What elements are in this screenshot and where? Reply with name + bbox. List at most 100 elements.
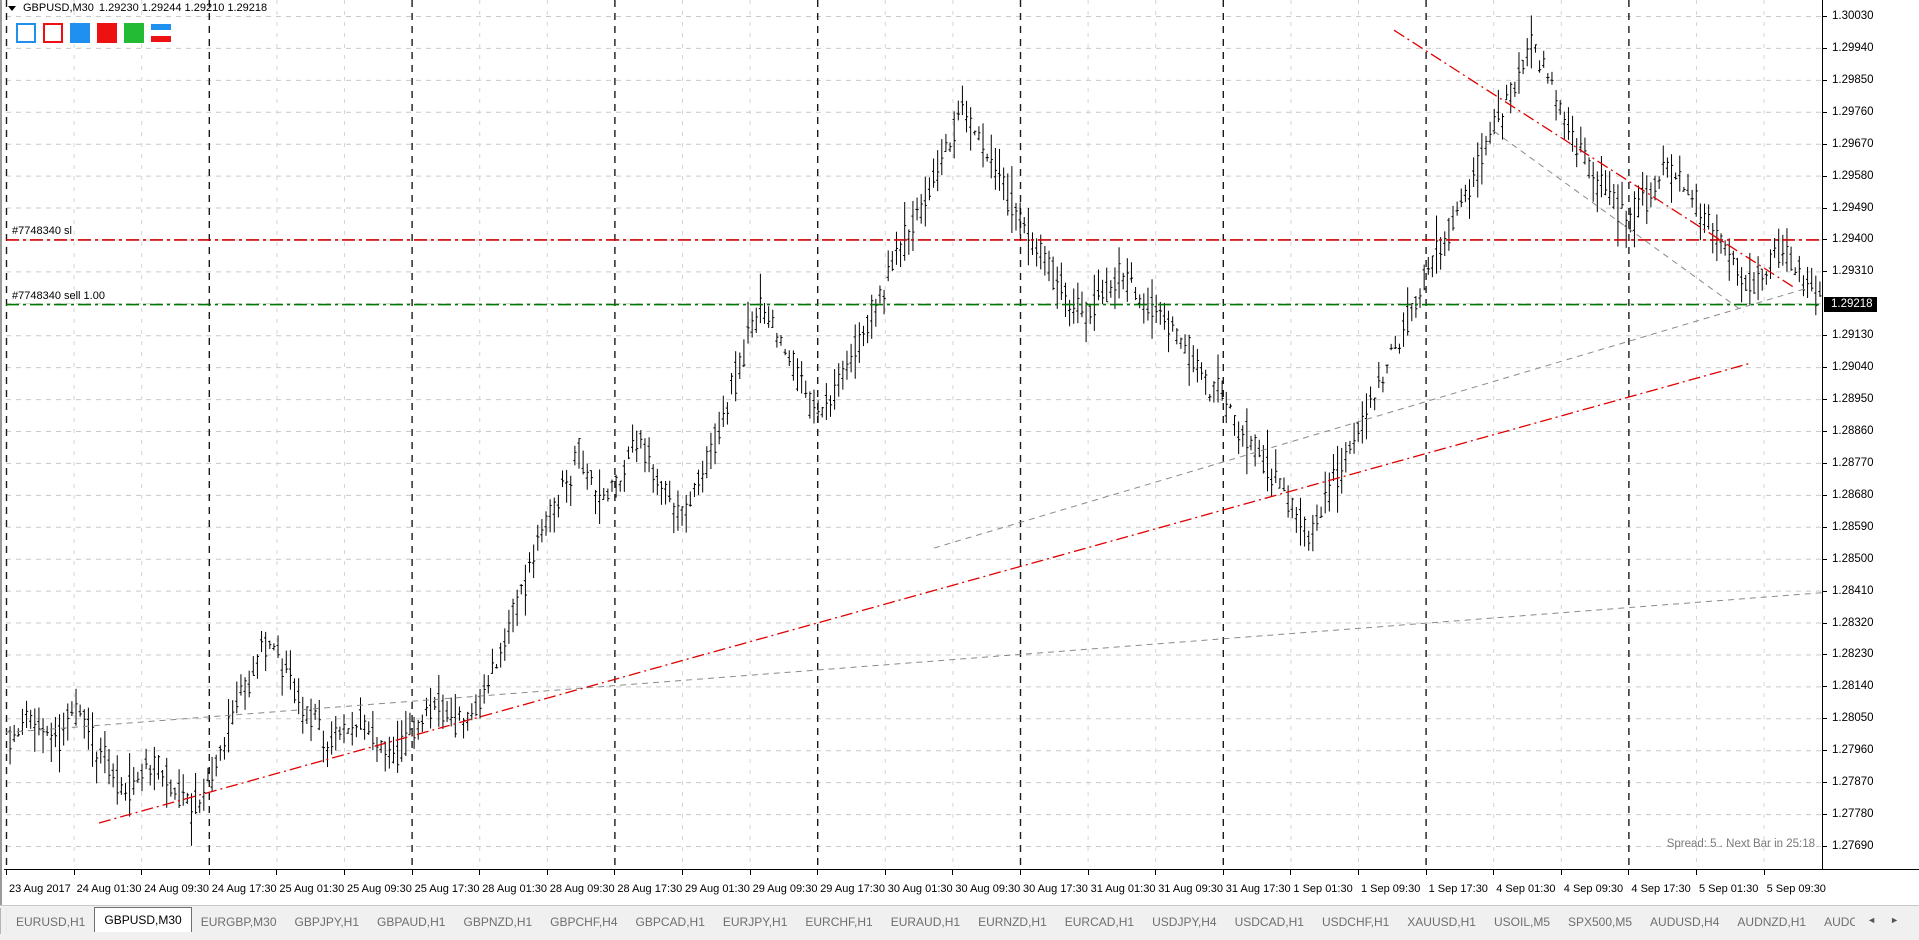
time-tick (884, 870, 886, 875)
last-price-badge: 1.29218 (1824, 297, 1877, 313)
price-axis-label: 1.27690 (1832, 840, 1874, 852)
price-axis-label: 1.29040 (1832, 361, 1874, 374)
time-tick (1155, 870, 1157, 875)
chart-tab-audcad-daily[interactable]: AUDCAD,Daily (1824, 915, 1856, 929)
chart-canvas[interactable]: GBPUSD,M30 1.29230 1.29244 1.29210 1.292… (4, 0, 1919, 905)
time-tick (6, 870, 7, 875)
chart-tab-audnzd-h1[interactable]: AUDNZD,H1 (1737, 915, 1807, 929)
chart-tab-eurnzd-h1[interactable]: EURNZD,H1 (978, 915, 1047, 929)
time-axis-label: 29 Aug 17:30 (820, 883, 886, 895)
swatch-green[interactable] (124, 23, 144, 43)
chart-tab-audusd-h4[interactable]: AUDUSD,H4 (1650, 915, 1720, 929)
chart-tab-eurjpy-h1[interactable]: EURJPY,H1 (722, 915, 788, 929)
time-axis-label: 25 Aug 09:30 (347, 883, 412, 895)
time-tick (276, 870, 278, 875)
price-axis-label: 1.27870 (1832, 776, 1874, 789)
time-tick (1358, 870, 1359, 875)
swatch-blue-red[interactable] (151, 23, 171, 43)
price-tick (1823, 271, 1827, 273)
price-tick (1823, 462, 1827, 464)
time-axis-label: 4 Sep 17:30 (1631, 883, 1691, 895)
sell-order-line-label: #7748340 sell 1.00 (12, 289, 105, 302)
price-tick (1823, 750, 1827, 752)
time-axis-label: 30 Aug 17:30 (1023, 883, 1088, 895)
chart-tab-usdchf-h1[interactable]: USDCHF,H1 (1321, 915, 1390, 929)
chart-tab-bar: EURUSD,H1 GBPUSD,M30 EURGBP,M30 GBPJPY,H1 GB… (0, 905, 1919, 940)
chart-tab-gbpcad-h1[interactable]: GBPCAD,H1 (635, 915, 705, 929)
tab-scroll-right-icon[interactable]: ► (1890, 915, 1899, 925)
chart-tab-gbpjpy-h1[interactable]: GBPJPY,H1 (294, 915, 360, 929)
price-tick (1823, 782, 1827, 784)
time-axis-label: 24 Aug 09:30 (144, 883, 210, 895)
time-axis-label: 28 Aug 01:30 (482, 883, 548, 895)
price-tick (1823, 558, 1827, 560)
chart-window: GBPUSD,M30 1.29230 1.29244 1.29210 1.292… (0, 0, 1919, 905)
price-axis-label: 1.28320 (1832, 616, 1874, 629)
chart-tab-eurusd-h1[interactable]: EURUSD,H1 (16, 915, 86, 929)
chart-tab-usdcad-h1[interactable]: USDCAD,H1 (1234, 915, 1304, 929)
price-axis[interactable]: 1.30030 1.29940 1.29850 1.29760 1.29670 1.295… (1822, 0, 1919, 870)
price-tick (1823, 111, 1827, 113)
time-axis[interactable]: 23 Aug 2017 24 Aug 01:30 24 Aug 09:30 24 Au… (4, 869, 1919, 905)
chart-tab-gbpchf-h4[interactable]: GBPCHF,H4 (550, 915, 618, 929)
price-axis-label: 1.27780 (1832, 808, 1874, 821)
time-tick (73, 870, 75, 875)
time-tick (682, 870, 683, 875)
price-axis-label: 1.28950 (1832, 393, 1874, 406)
chart-tab-eurgbp-m30[interactable]: EURGBP,M30 (200, 915, 277, 929)
price-tick (1823, 590, 1827, 592)
chart-ohlc-values: 1.29230 1.29244 1.29210 1.29218 (98, 2, 268, 14)
chart-tab-eurcad-h1[interactable]: EURCAD,H1 (1064, 915, 1135, 929)
tab-scroll-arrows: ◄ ► (1855, 915, 1911, 925)
time-tick (1290, 870, 1292, 875)
time-axis-label: 31 Aug 17:30 (1225, 883, 1291, 895)
swatch-blue[interactable] (70, 23, 90, 43)
time-tick (546, 870, 548, 875)
price-tick (1823, 79, 1827, 81)
time-axis-label: 31 Aug 01:30 (1090, 883, 1156, 895)
chart-tab-usoil-m5[interactable]: USOIL,M5 (1493, 915, 1550, 929)
tab-scroll-left-icon[interactable]: ◄ (1867, 915, 1877, 925)
time-tick (411, 870, 413, 875)
chart-plot-area (5, 15, 1827, 846)
chart-tab-spx500-m5[interactable]: SPX500,M5 (1568, 915, 1633, 929)
price-tick (1823, 335, 1827, 337)
time-axis-label: 29 Aug 09:30 (752, 883, 818, 895)
price-axis-label: 1.29490 (1832, 201, 1874, 214)
chart-tab-gbpusd-m30[interactable]: GBPUSD,M30 (94, 907, 192, 932)
time-tick (479, 870, 481, 875)
time-tick (1020, 870, 1021, 875)
chart-tab-eurchf-h1[interactable]: EURCHF,H1 (805, 915, 873, 929)
chart-tab-gbpnzd-h1[interactable]: GBPNZD,H1 (463, 915, 533, 929)
chart-tab-euraud-h1[interactable]: EURAUD,H1 (890, 915, 961, 929)
price-tick (1823, 846, 1827, 847)
swatch-hollow-blue[interactable] (16, 23, 36, 43)
price-axis-label: 1.29670 (1832, 137, 1874, 150)
status-spread-text: Spread: 5 . Next Bar in 25:18 (1666, 838, 1815, 850)
swatch-hollow-red[interactable] (43, 23, 63, 43)
tabbar-grip[interactable] (0, 908, 7, 934)
time-axis-label: 4 Sep 09:30 (1563, 883, 1624, 895)
time-axis-label: 29 Aug 01:30 (685, 883, 750, 895)
time-tick (817, 870, 819, 875)
stop-loss-line-label: #7748340 sl (12, 224, 72, 237)
chart-tab-usdjpy-h4[interactable]: USDJPY,H4 (1152, 915, 1217, 929)
caret-down-icon[interactable] (8, 5, 16, 11)
price-axis-label: 1.28590 (1832, 520, 1874, 533)
swatch-red[interactable] (97, 23, 117, 43)
time-tick (1087, 870, 1089, 875)
time-tick (141, 870, 143, 875)
time-tick (614, 870, 616, 875)
time-axis-label: 5 Sep 01:30 (1699, 883, 1759, 895)
time-axis-label: 5 Sep 09:30 (1766, 883, 1826, 895)
price-axis-label: 1.28050 (1832, 712, 1874, 725)
time-axis-label: 25 Aug 01:30 (279, 883, 345, 895)
chart-tab-xauusd-h1[interactable]: XAUUSD,H1 (1407, 915, 1476, 929)
price-tick (1823, 622, 1827, 624)
chart-tabs-list: EURUSD,H1 GBPUSD,M30 EURGBP,M30 GBPJPY,H1 GB… (7, 906, 1855, 940)
time-axis-label: 1 Sep 17:30 (1428, 883, 1488, 895)
price-axis-label: 1.28140 (1832, 680, 1874, 693)
chart-tab-gbpaud-h1[interactable]: GBPAUD,H1 (377, 915, 446, 929)
time-axis-label: 28 Aug 09:30 (549, 883, 615, 895)
